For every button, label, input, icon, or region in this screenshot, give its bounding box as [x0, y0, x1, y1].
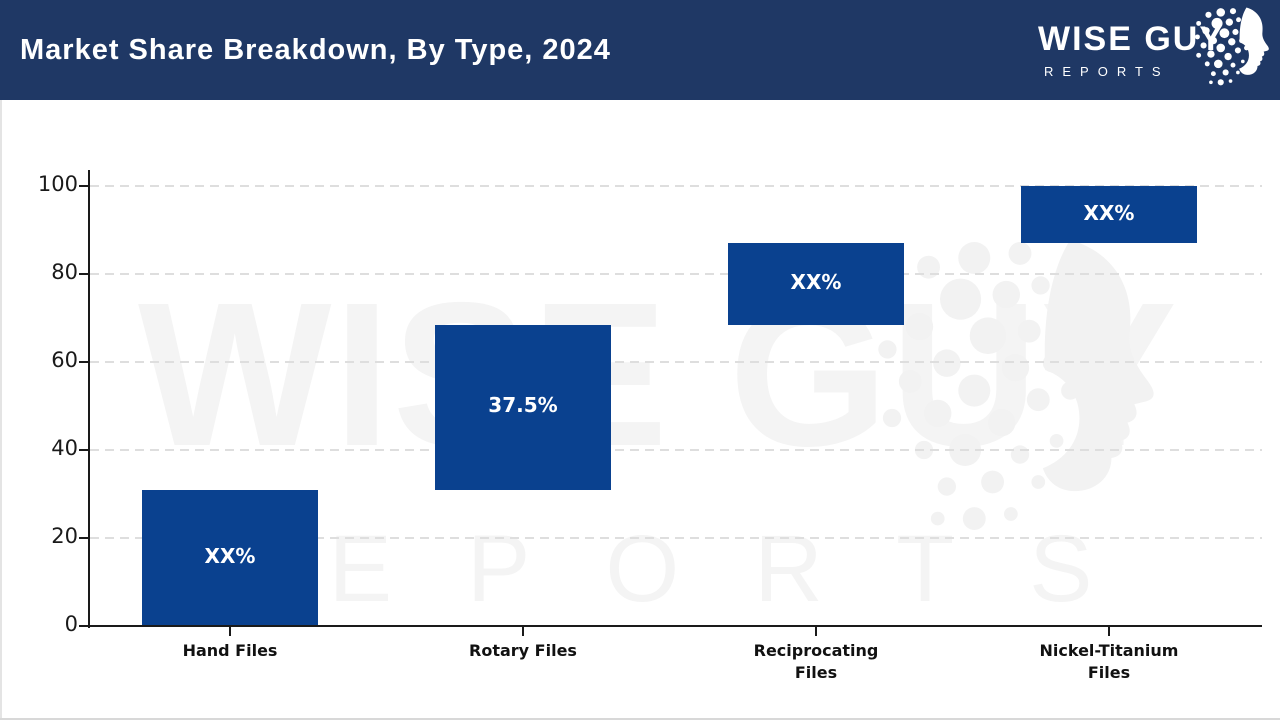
- y-tick-mark: [79, 537, 88, 539]
- bar-value-label: 37.5%: [488, 393, 558, 418]
- gridline: [90, 537, 1262, 539]
- bar-value-label: XX%: [1083, 200, 1135, 225]
- y-tick-label: 80: [51, 260, 78, 284]
- bar-rotary-files: [435, 324, 611, 490]
- logo-wordmark: WISE GUY: [1038, 20, 1225, 58]
- y-tick-label: 20: [51, 524, 78, 548]
- page-title: Market Share Breakdown, By Type, 2024: [20, 34, 611, 66]
- y-tick-label: 100: [37, 172, 78, 196]
- x-category-label: Nickel-Titanium Files: [1039, 641, 1179, 682]
- logo-subtext: REPORTS: [1044, 64, 1170, 79]
- left-edge-line: [0, 100, 2, 718]
- y-tick-mark: [79, 449, 88, 451]
- x-category-label: Rotary Files: [469, 641, 577, 660]
- y-tick-mark: [79, 185, 88, 187]
- y-tick-label: 40: [51, 436, 78, 460]
- x-tick-mark: [522, 627, 524, 636]
- header-bar: Market Share Breakdown, By Type, 2024 WI…: [0, 0, 1280, 100]
- x-axis-line: [88, 625, 1262, 627]
- y-axis-line: [88, 170, 90, 628]
- wise-guy-logo: WISE GUY REPORTS: [1010, 0, 1272, 100]
- y-tick-mark: [79, 273, 88, 275]
- gridline: [90, 273, 1262, 275]
- bar-reciprocating-files: [728, 243, 904, 325]
- y-tick-label: 60: [51, 348, 78, 372]
- gridline: [90, 361, 1262, 363]
- x-tick-mark: [815, 627, 817, 636]
- y-tick-mark: [79, 625, 88, 627]
- bar-value-label: XX%: [790, 269, 842, 294]
- gridline: [90, 185, 1262, 187]
- bar-value-label: XX%: [204, 543, 256, 568]
- gridline: [90, 449, 1262, 451]
- x-tick-mark: [229, 627, 231, 636]
- bar-hand-files: [142, 489, 318, 626]
- y-tick-label: 0: [64, 612, 78, 636]
- x-category-label: Reciprocating Files: [753, 641, 879, 682]
- x-category-label: Hand Files: [182, 641, 278, 660]
- x-tick-mark: [1108, 627, 1110, 636]
- bottom-edge-line: [0, 718, 1280, 720]
- bar-nickel-titanium-files: [1021, 186, 1197, 244]
- y-tick-mark: [79, 361, 88, 363]
